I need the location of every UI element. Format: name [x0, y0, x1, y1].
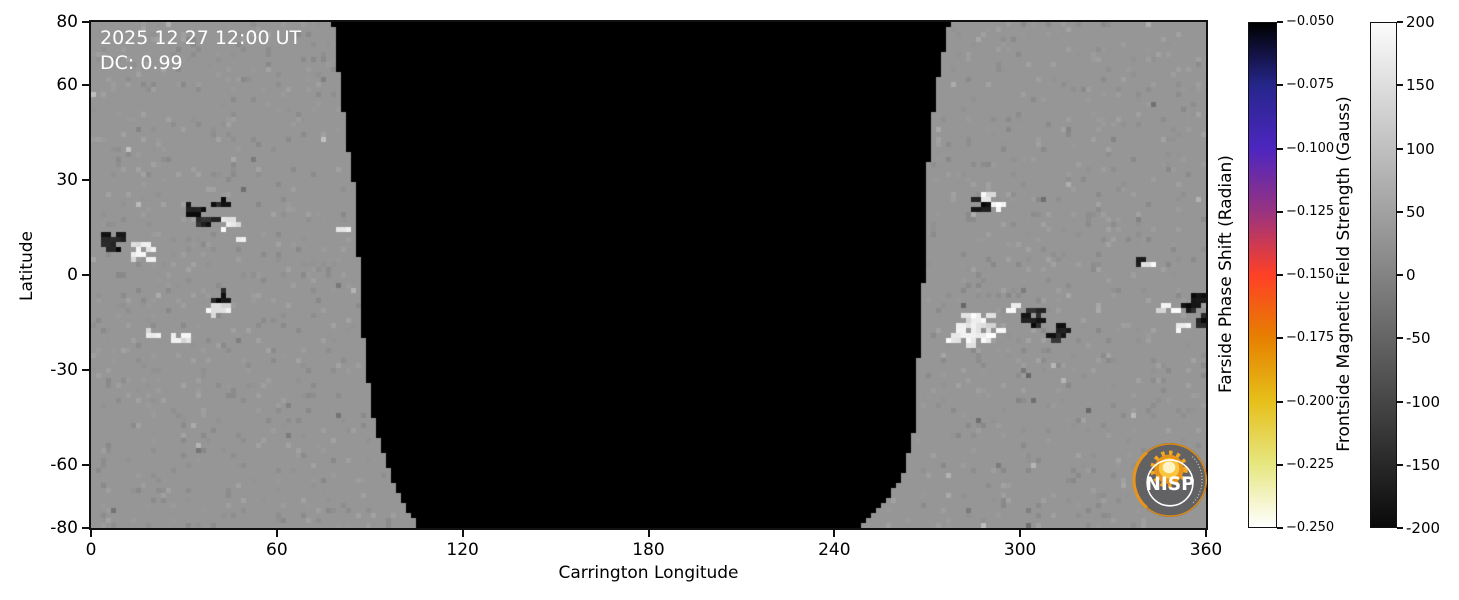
- magnetic-colorbar-tick: [1397, 21, 1403, 23]
- phase-colorbar-tick-label: −0.175: [1286, 330, 1335, 346]
- x-axis-label: Carrington Longitude: [558, 563, 739, 583]
- phase-colorbar-tick: [1277, 147, 1283, 150]
- y-tick: [82, 368, 89, 371]
- x-tick: [833, 530, 836, 537]
- logo-orange-arc: [1132, 451, 1148, 509]
- y-tick-label: 30: [56, 170, 78, 191]
- x-tick: [1205, 530, 1207, 537]
- x-tick-label: 60: [266, 540, 288, 560]
- y-tick: [82, 274, 89, 276]
- x-tick-label: 360: [1189, 540, 1223, 560]
- phase-colorbar-tick-label: −0.225: [1286, 456, 1335, 472]
- phase-colorbar-tick-label: −0.125: [1286, 203, 1335, 219]
- x-tick-label: 180: [632, 540, 665, 560]
- magnetic-colorbar-tick-label: 100: [1406, 139, 1435, 158]
- y-tick-label: -60: [50, 454, 78, 475]
- solar-map-canvas: [91, 22, 1206, 528]
- y-tick: [82, 21, 89, 23]
- y-tick: [82, 463, 89, 466]
- phase-colorbar-tick: [1277, 210, 1283, 213]
- phase-colorbar-tick: [1277, 274, 1283, 276]
- phase-colorbar-tick: [1277, 84, 1283, 87]
- magnetic-colorbar-tick-label: -100: [1406, 392, 1441, 411]
- logo-text: NISP: [1145, 474, 1194, 495]
- phase-colorbar-tick-label: −0.050: [1286, 14, 1335, 29]
- magnetic-colorbar-tick: [1397, 210, 1403, 213]
- magnetic-colorbar-tick: [1397, 337, 1403, 340]
- magnetic-colorbar-tick-label: -200: [1406, 519, 1441, 537]
- y-tick-label: 0: [67, 265, 78, 285]
- x-tick: [647, 530, 650, 537]
- magnetic-colorbar-tick: [1397, 527, 1403, 529]
- magnetic-colorbar-tick: [1397, 84, 1403, 87]
- y-tick-label: -30: [50, 359, 78, 380]
- y-tick: [82, 527, 89, 529]
- magnetic-colorbar-tick: [1397, 274, 1403, 276]
- magnetic-colorbar-title: Frontside Magnetic Field Strength (Gauss…: [1334, 96, 1354, 452]
- magnetic-colorbar-tick: [1397, 400, 1403, 403]
- annotation-duty-cycle: DC: 0.99: [100, 52, 183, 74]
- x-tick: [1019, 530, 1022, 537]
- annotation-date: 2025 12 27 12:00 UT: [100, 27, 302, 49]
- phase-colorbar-tick-label: −0.100: [1286, 140, 1335, 156]
- nisp-logo: NISP: [1132, 442, 1208, 518]
- magnetic-colorbar-tick-label: -150: [1406, 455, 1441, 474]
- magnetic-colorbar-tick-label: 200: [1406, 13, 1435, 31]
- y-tick-label: -80: [50, 518, 78, 538]
- magnetic-colorbar-tick-label: 50: [1406, 202, 1426, 221]
- x-tick: [461, 530, 464, 537]
- magnetic-colorbar-tick: [1397, 147, 1403, 150]
- x-tick: [90, 530, 92, 537]
- y-tick-label: 60: [56, 75, 78, 96]
- phase-colorbar-tick: [1277, 21, 1283, 23]
- x-tick-label: 240: [818, 540, 851, 560]
- phase-colorbar-tick: [1277, 527, 1283, 529]
- phase-colorbar-tick-label: −0.075: [1286, 77, 1335, 93]
- magnetic-colorbar-tick: [1397, 463, 1403, 466]
- magnetic-colorbar-tick-label: 150: [1406, 76, 1435, 95]
- magnetic-colorbar-gradient: [1370, 22, 1397, 528]
- magnetic-colorbar-tick-label: -50: [1406, 329, 1431, 348]
- magnetic-colorbar-tick-label: 0: [1406, 266, 1416, 284]
- phase-colorbar-tick: [1277, 337, 1283, 340]
- phase-colorbar-tick-label: −0.150: [1286, 267, 1335, 282]
- x-tick-label: 300: [1003, 540, 1037, 560]
- y-tick-label: 80: [56, 12, 78, 32]
- x-tick: [275, 530, 278, 537]
- phase-colorbar-tick-label: −0.250: [1286, 520, 1335, 535]
- phase-colorbar-tick: [1277, 400, 1283, 403]
- phase-colorbar-tick-label: −0.200: [1286, 393, 1335, 409]
- y-tick: [82, 179, 89, 182]
- logo-white-circle: [1146, 459, 1194, 507]
- phase-colorbar-gradient: [1248, 22, 1277, 528]
- phase-colorbar-title: Farside Phase Shift (Radian): [1216, 155, 1236, 393]
- map-annotation: 2025 12 27 12:00 UT DC: 0.99: [100, 26, 301, 76]
- y-tick: [82, 84, 89, 87]
- phase-colorbar-tick: [1277, 463, 1283, 466]
- x-tick-label: 0: [85, 540, 97, 560]
- logo-micro-text-arc: [1192, 456, 1203, 504]
- x-tick-label: 120: [446, 540, 479, 560]
